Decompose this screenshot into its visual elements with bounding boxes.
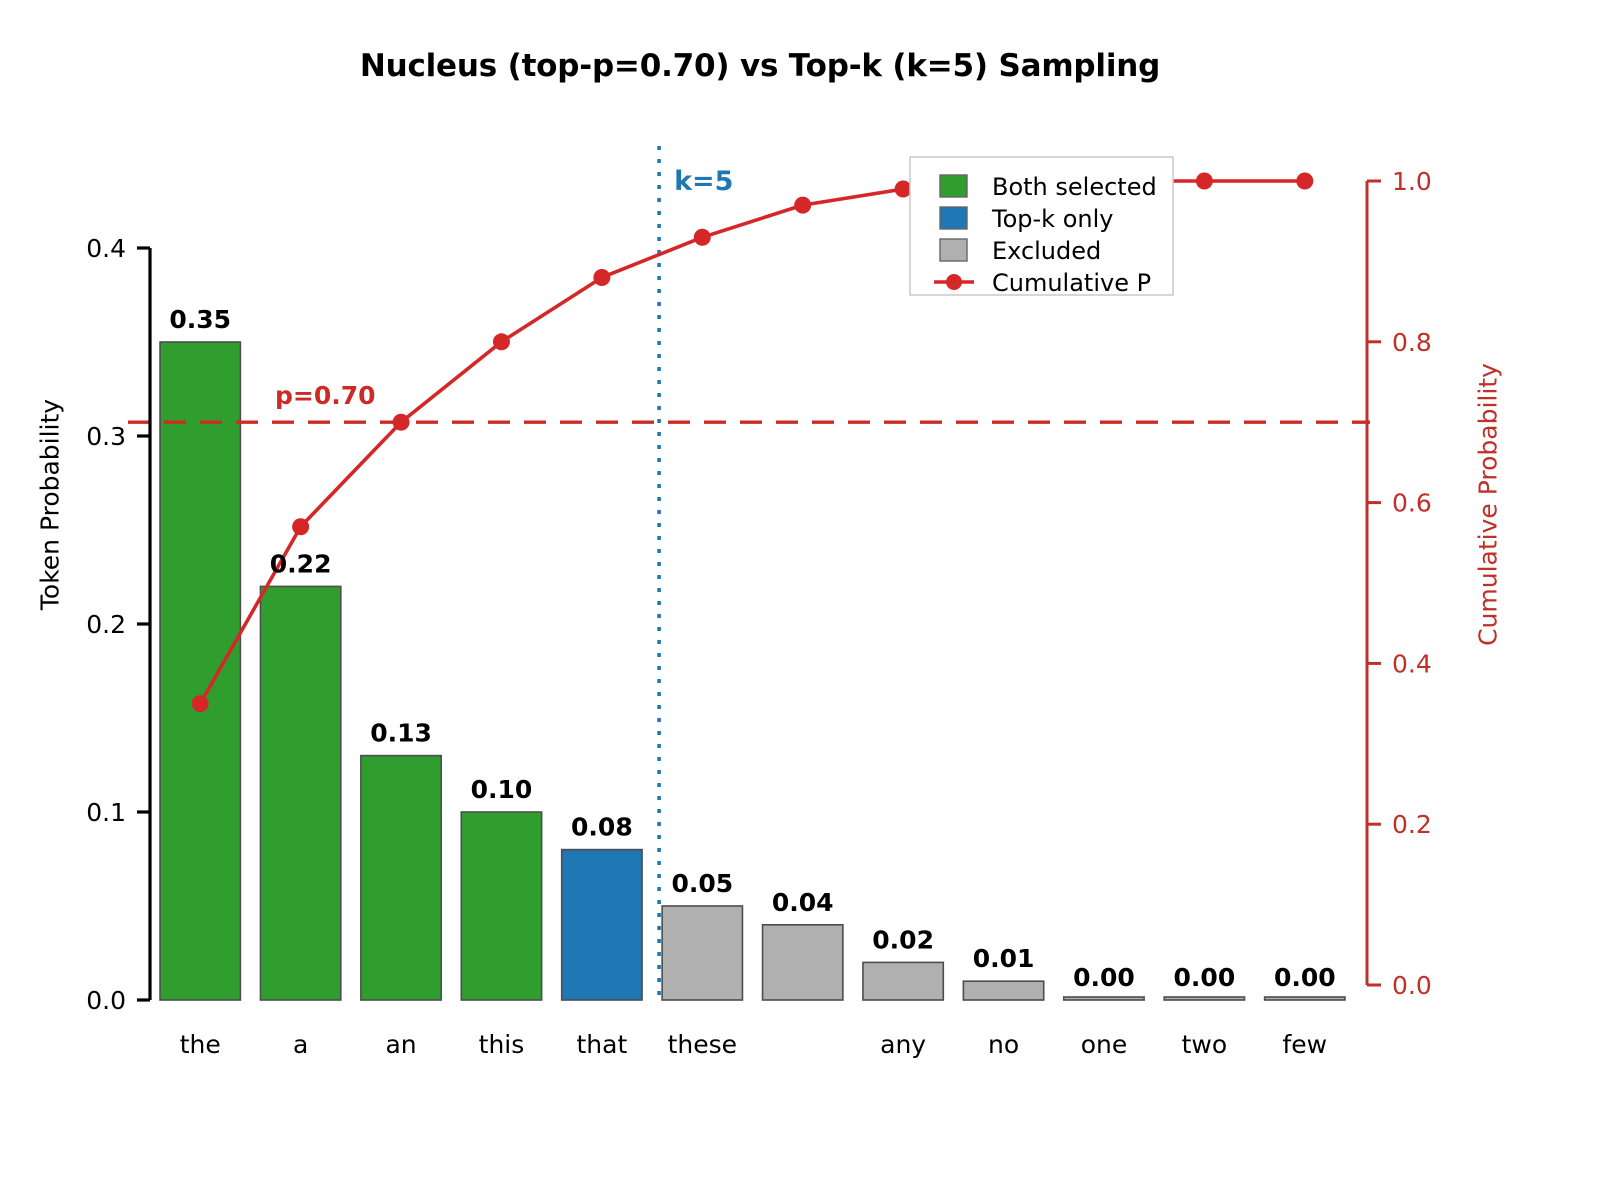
cumulative-point[interactable] [492, 333, 510, 351]
y-tick-label-right: 0.0 [1392, 971, 1432, 1000]
tick-label-group: 0.0 0.1 0.2 0.3 0.4 0.0 0.2 0.4 0.6 0.8 1.0 the a an t… [86, 167, 1432, 1059]
legend-marker [946, 274, 962, 290]
y-tick-label-left: 0.0 [86, 986, 126, 1015]
bar-value-label: 0.13 [370, 719, 432, 748]
bar[interactable] [360, 754, 443, 1001]
y-tick-label-right: 0.2 [1392, 810, 1432, 839]
y-tick-label-right: 0.6 [1392, 489, 1432, 518]
y-tick-label-right: 0.8 [1392, 328, 1432, 357]
legend-swatch [939, 238, 968, 262]
bar-value-label: 0.35 [169, 305, 231, 334]
bar[interactable] [661, 905, 744, 1001]
cumulative-point[interactable] [191, 695, 209, 713]
bar-value-label: 0.02 [872, 925, 934, 954]
y-tick-label-left: 0.1 [86, 798, 126, 827]
bar[interactable] [460, 811, 543, 1001]
cumulative-point[interactable] [894, 180, 912, 198]
x-tick-label: these [668, 1030, 737, 1059]
y-tick-label-left: 0.2 [86, 610, 126, 639]
bar[interactable] [1263, 996, 1346, 1001]
bar-value-label: 0.00 [1174, 963, 1236, 992]
bar-value-label: 0.00 [1073, 963, 1135, 992]
x-tick-label: two [1182, 1030, 1228, 1059]
cumulative-point[interactable] [593, 268, 611, 286]
threshold-group [128, 146, 1370, 1000]
legend-label[interactable]: Both selected [992, 173, 1157, 201]
bar-value-label: 0.22 [270, 549, 332, 578]
legend-label[interactable]: Excluded [992, 237, 1101, 265]
legend-swatch [939, 174, 968, 198]
bar-group [159, 341, 1346, 1001]
x-tick-label: any [880, 1030, 926, 1059]
bar[interactable] [1163, 996, 1246, 1001]
cumulative-point[interactable] [794, 196, 812, 214]
k-threshold-label: k=5 [674, 166, 733, 197]
bar-value-label: 0.00 [1274, 963, 1336, 992]
bar-value-label: 0.08 [571, 813, 633, 842]
bar-value-label: 0.10 [471, 775, 533, 804]
cumulative-point[interactable] [1296, 172, 1314, 190]
x-tick-label: few [1282, 1030, 1327, 1059]
bar-value-label: 0.01 [973, 944, 1035, 973]
legend-label[interactable]: Cumulative P [992, 269, 1151, 297]
legend-label[interactable]: Top-k only [991, 205, 1113, 233]
y-tick-label-right: 1.0 [1392, 167, 1432, 196]
x-tick-label: an [385, 1030, 416, 1059]
bar[interactable] [560, 848, 643, 1001]
axes-group [137, 179, 1381, 1002]
y-tick-label-right: 0.4 [1392, 649, 1432, 678]
cumulative-point[interactable] [693, 228, 711, 246]
bar[interactable] [159, 341, 242, 1001]
bar-value-label: 0.04 [772, 888, 834, 917]
legend[interactable]: Both selected Top-k only Excluded Cumulativ… [909, 156, 1174, 297]
bar-value-label-group: 0.35 0.22 0.13 0.10 0.08 0.05 0.04 0.02 0.01 0.00… [169, 305, 1335, 992]
x-tick-label: that [576, 1030, 627, 1059]
cumulative-point[interactable] [292, 518, 310, 536]
x-tick-label: the [180, 1030, 221, 1059]
cumulative-point[interactable] [392, 413, 410, 431]
chart-title: Nucleus (top-p=0.70) vs Top-k (k=5) Samp… [359, 48, 1161, 84]
bar[interactable] [761, 923, 844, 1001]
x-tick-label: this [479, 1030, 525, 1059]
bar-value-label: 0.05 [671, 869, 733, 898]
bar[interactable] [962, 980, 1045, 1001]
x-tick-label: no [988, 1030, 1019, 1059]
bar[interactable] [862, 961, 945, 1001]
annotation-group: p=0.70 k=5 [275, 166, 733, 410]
x-tick-label: one [1081, 1030, 1128, 1059]
bar[interactable] [259, 585, 342, 1001]
y-tick-label-left: 0.4 [86, 234, 126, 263]
cumulative-point[interactable] [1195, 172, 1213, 190]
p-threshold-label: p=0.70 [275, 381, 376, 410]
x-tick-label: a [293, 1030, 308, 1059]
legend-swatch [939, 206, 968, 230]
y-tick-label-left: 0.3 [86, 422, 126, 451]
bar[interactable] [1062, 996, 1145, 1001]
